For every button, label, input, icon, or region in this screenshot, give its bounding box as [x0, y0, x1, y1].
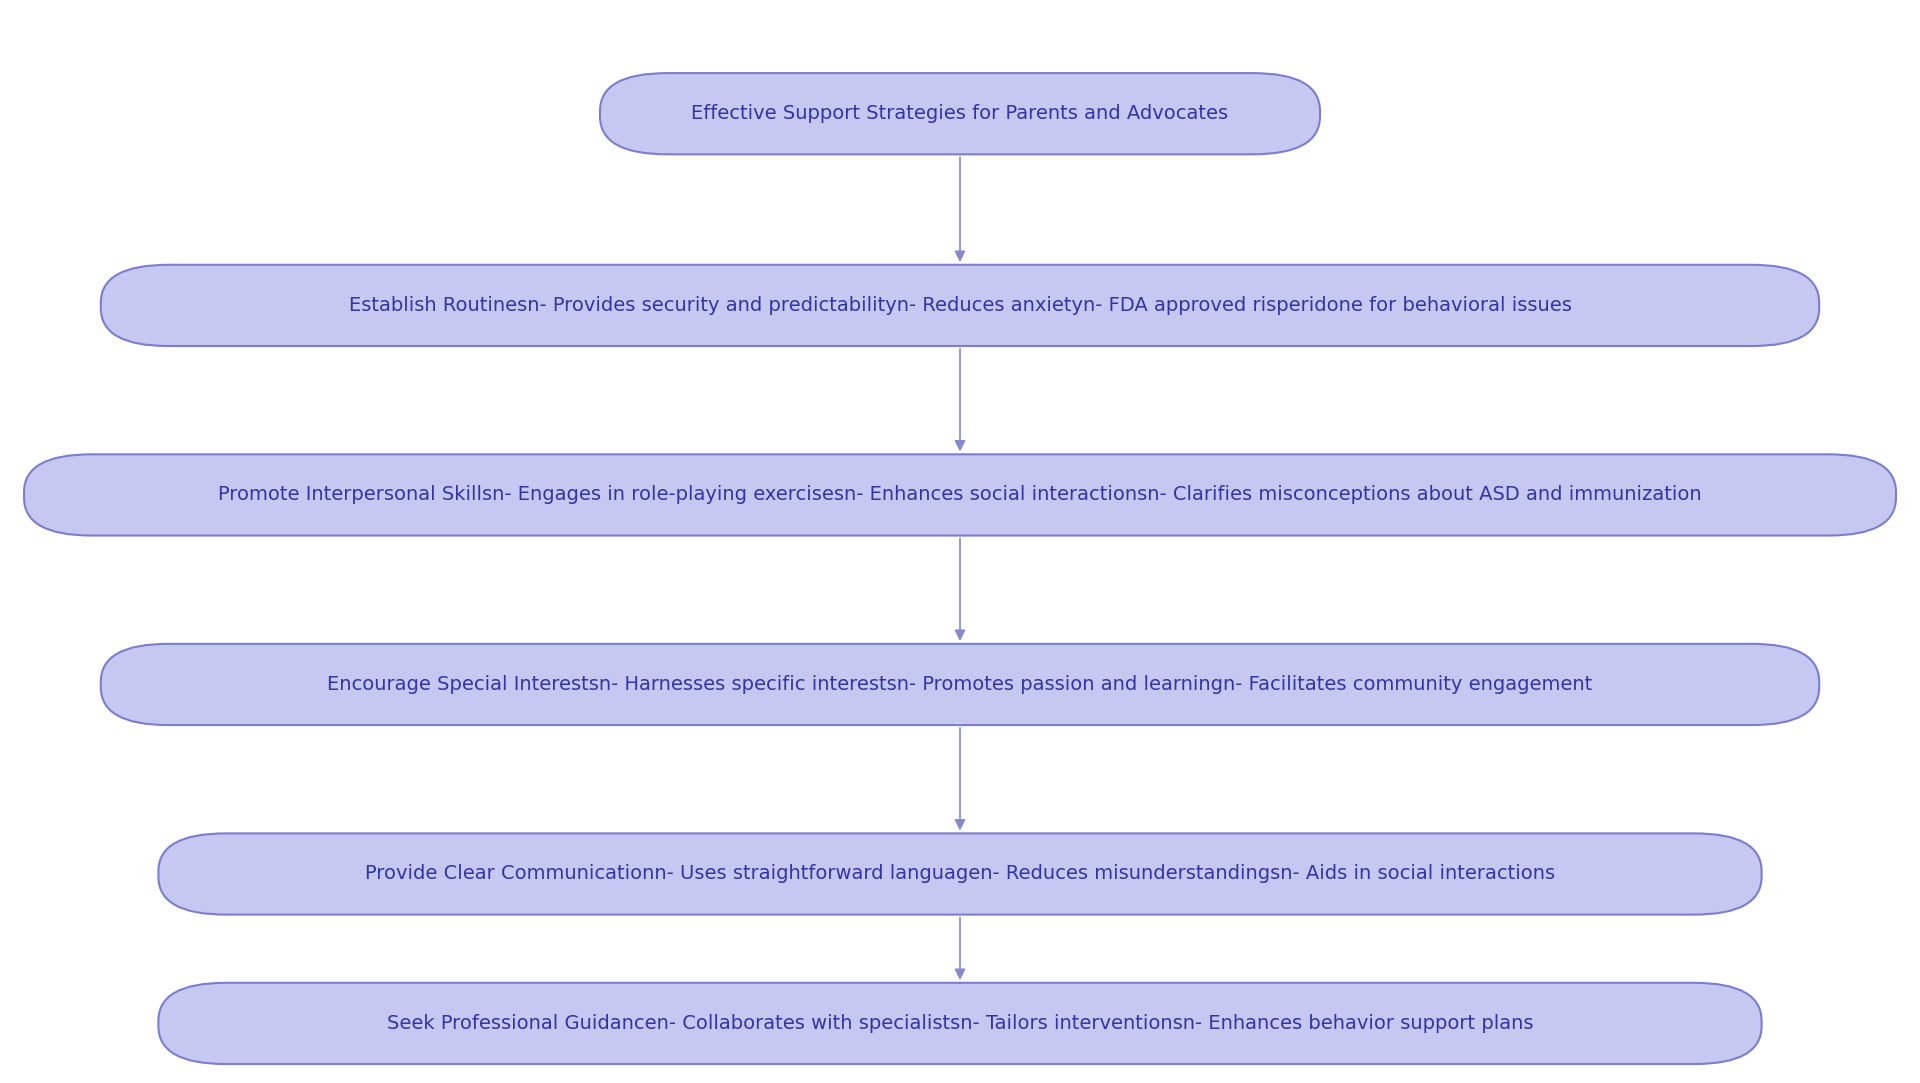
FancyBboxPatch shape: [25, 455, 1895, 535]
Text: Establish Routinesn- Provides security and predictabilityn- Reduces anxietyn- FD: Establish Routinesn- Provides security a…: [349, 296, 1571, 315]
FancyBboxPatch shape: [100, 643, 1820, 726]
Text: Provide Clear Communicationn- Uses straightforward languagen- Reduces misunderst: Provide Clear Communicationn- Uses strai…: [365, 864, 1555, 884]
FancyBboxPatch shape: [100, 265, 1820, 347]
Text: Encourage Special Interestsn- Harnesses specific interestsn- Promotes passion an: Encourage Special Interestsn- Harnesses …: [328, 675, 1592, 694]
FancyBboxPatch shape: [599, 74, 1321, 155]
FancyBboxPatch shape: [159, 834, 1763, 914]
Text: Promote Interpersonal Skillsn- Engages in role-playing exercisesn- Enhances soci: Promote Interpersonal Skillsn- Engages i…: [219, 485, 1701, 505]
Text: Effective Support Strategies for Parents and Advocates: Effective Support Strategies for Parents…: [691, 104, 1229, 123]
Text: Seek Professional Guidancen- Collaborates with specialistsn- Tailors interventio: Seek Professional Guidancen- Collaborate…: [386, 1014, 1534, 1033]
FancyBboxPatch shape: [159, 983, 1763, 1064]
